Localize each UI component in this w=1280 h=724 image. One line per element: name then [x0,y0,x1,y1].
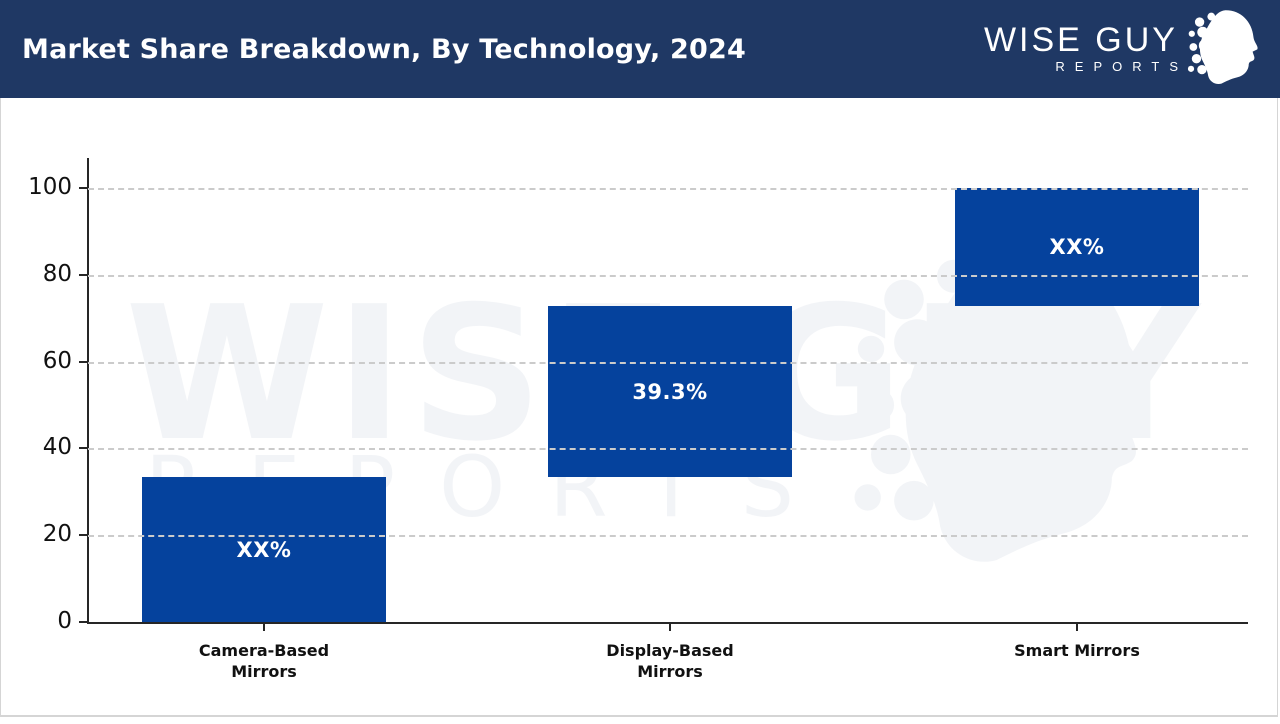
bar-value-label-1: XX% [236,537,292,562]
x-tick-3 [1076,624,1078,631]
x-tick-1 [263,624,265,631]
bar-value-label-2: 39.3% [632,379,708,404]
y-tick-label-20: 20 [42,521,72,548]
y-tick-label-80: 80 [42,260,72,287]
gridline-60 [88,361,1248,364]
y-tick-label-0: 0 [57,608,72,634]
bar-segment-2: 39.3% [548,306,792,478]
y-tick-100 [79,187,87,189]
bar-segment-1: XX% [142,477,386,622]
brand-logo: WISE GUY REPORTS [984,5,1280,93]
gridline-80 [88,274,1248,277]
gridline-20 [88,535,1248,538]
y-axis-spine [87,158,89,624]
bar-value-label-3: XX% [1049,235,1105,260]
y-tick-60 [79,360,87,363]
bar-segment-3: XX% [955,188,1199,307]
y-tick-label-60: 60 [42,347,72,374]
header-bar: Market Share Breakdown, By Technology, 2… [0,0,1280,98]
x-category-label-2: Display-Based Mirrors [606,641,734,681]
gridline-40 [88,448,1248,451]
y-tick-20 [79,534,87,537]
page-title: Market Share Breakdown, By Technology, 2… [22,33,747,65]
y-tick-80 [79,273,87,276]
x-category-label-3: Smart Mirrors [1014,641,1140,660]
brand-logo-text: WISE GUY REPORTS [984,22,1178,76]
x-category-label-1: Camera-Based Mirrors [198,641,330,681]
y-tick-label-100: 100 [28,174,72,200]
x-tick-2 [669,624,671,631]
gridline-100 [88,188,1248,190]
x-axis-spine [87,622,1248,624]
y-tick-40 [79,447,87,450]
y-tick-label-40: 40 [42,434,72,461]
brand-face-icon [1184,5,1262,93]
y-tick-0 [79,621,87,623]
brand-subname: REPORTS [1055,59,1188,74]
brand-name: WISE GUY [983,21,1178,59]
